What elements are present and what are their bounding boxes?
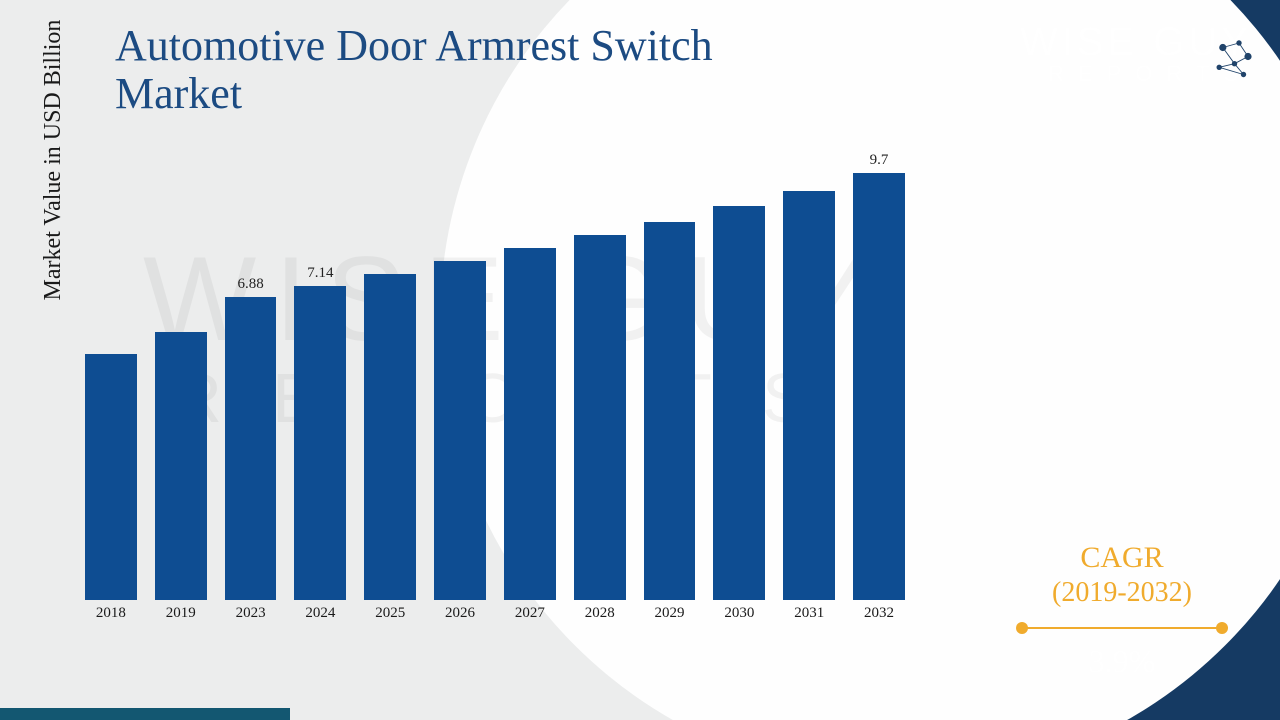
x-axis-labels: 2018 2019 2023 2024 2025 2026 2027 2028 2029 2030… bbox=[85, 605, 905, 622]
bar bbox=[644, 222, 696, 600]
x-tick-label: 2030 bbox=[713, 605, 765, 622]
x-tick-label: 2027 bbox=[504, 605, 556, 622]
bar bbox=[713, 206, 765, 600]
x-tick-label: 2025 bbox=[364, 605, 416, 622]
bar-group: 9.7 bbox=[853, 152, 905, 600]
bar-value-label: 6.88 bbox=[237, 276, 263, 294]
x-tick-label: 2019 bbox=[155, 605, 207, 622]
bar bbox=[294, 286, 346, 600]
bar bbox=[504, 248, 556, 600]
bar-group: 7.14 bbox=[294, 265, 346, 600]
x-tick-label: 2024 bbox=[294, 605, 346, 622]
cagr-divider bbox=[1022, 627, 1222, 629]
bar bbox=[225, 297, 277, 600]
bar-group bbox=[713, 185, 765, 600]
bar bbox=[783, 191, 835, 600]
infographic-canvas: WISE GUY REPORTS Automotive Door Armrest… bbox=[0, 0, 1280, 720]
bar-chart: 6.88 7.14 9.7 bbox=[85, 140, 905, 600]
bar bbox=[574, 235, 626, 600]
bar-group bbox=[783, 170, 835, 600]
head-icon bbox=[1185, 18, 1275, 113]
bar bbox=[364, 274, 416, 600]
x-tick-label: 2029 bbox=[644, 605, 696, 622]
cagr-title: CAGR bbox=[992, 541, 1252, 575]
bar bbox=[434, 261, 486, 600]
y-axis-label: Market Value in USD Billion bbox=[40, 0, 67, 370]
bar-group bbox=[644, 201, 696, 600]
x-tick-label: 2026 bbox=[434, 605, 486, 622]
bar-group bbox=[85, 333, 137, 600]
bar-group bbox=[574, 214, 626, 600]
bar-group bbox=[155, 311, 207, 600]
bar bbox=[155, 332, 207, 600]
bar-value-label: 7.14 bbox=[307, 265, 333, 283]
bar bbox=[85, 354, 137, 600]
bar-value-label: 9.7 bbox=[870, 152, 889, 170]
chart-title: Automotive Door Armrest Switch Market bbox=[115, 22, 835, 119]
bar-group bbox=[364, 253, 416, 600]
x-tick-label: 2023 bbox=[225, 605, 277, 622]
cagr-panel: CAGR (2019-2032) 3.9% bbox=[992, 541, 1252, 680]
bar-group bbox=[434, 240, 486, 600]
bar-group: 6.88 bbox=[225, 276, 277, 600]
cagr-value: 3.9% bbox=[992, 643, 1252, 680]
x-tick-label: 2018 bbox=[85, 605, 137, 622]
cagr-range: (2019-2032) bbox=[992, 577, 1252, 609]
x-tick-label: 2028 bbox=[574, 605, 626, 622]
bar bbox=[853, 173, 905, 600]
x-tick-label: 2032 bbox=[853, 605, 905, 622]
x-tick-label: 2031 bbox=[783, 605, 835, 622]
footer-accent bbox=[0, 708, 290, 720]
bar-group bbox=[504, 227, 556, 600]
